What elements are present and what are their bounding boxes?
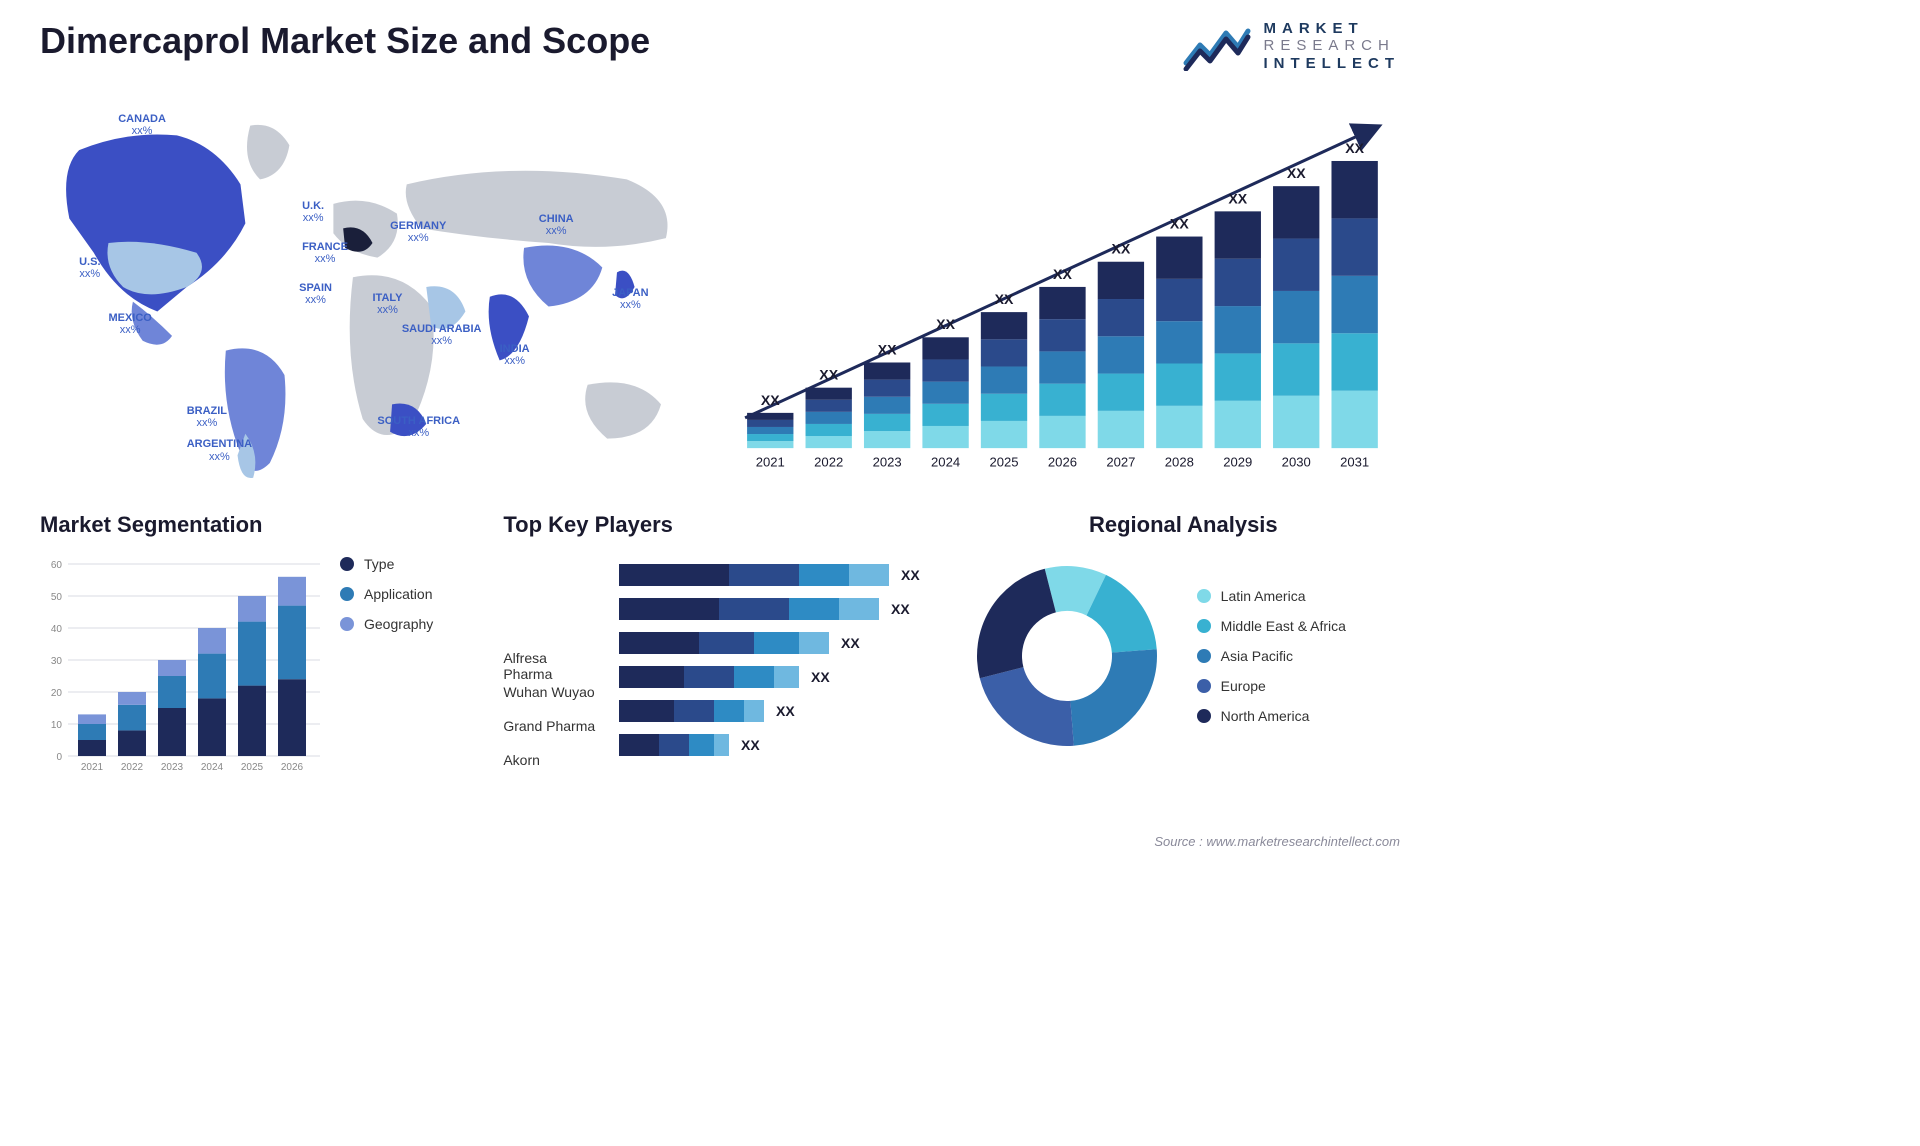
segmentation-chart: 0 10 20 30 40 50 60 2021 2022 2023 2024 2025 2026	[40, 556, 320, 776]
svg-text:2026: 2026	[1048, 454, 1077, 469]
source-text: Source : www.marketresearchintellect.com	[1154, 834, 1400, 849]
player-name: Grand Pharma	[503, 718, 599, 738]
svg-text:XX: XX	[1287, 165, 1306, 181]
svg-text:30: 30	[51, 656, 63, 667]
svg-text:2023: 2023	[873, 454, 902, 469]
svg-text:XX: XX	[741, 737, 760, 753]
map-label: SPAINxx%	[299, 282, 332, 306]
map-label: INDIAxx%	[500, 343, 530, 367]
regional-section: Regional Analysis Latin America Middle Ea…	[967, 512, 1400, 776]
player-name: Akorn	[503, 752, 599, 772]
svg-text:XX: XX	[995, 291, 1014, 307]
svg-text:XX: XX	[1345, 140, 1364, 156]
players-chart: XX XX XX XX XX XX	[619, 556, 937, 776]
legend-item: Middle East & Africa	[1197, 618, 1346, 634]
svg-text:2021: 2021	[756, 454, 785, 469]
svg-text:60: 60	[51, 560, 63, 571]
regional-title: Regional Analysis	[967, 512, 1400, 538]
map-label: SOUTH AFRICAxx%	[377, 415, 460, 439]
svg-text:XX: XX	[841, 635, 860, 651]
map-label: U.K.xx%	[302, 200, 324, 224]
players-labels: Alfresa Pharma Wuhan Wuyao Grand Pharma Ako…	[503, 556, 599, 776]
legend-item: Latin America	[1197, 588, 1346, 604]
svg-text:XX: XX	[1170, 215, 1189, 231]
players-title: Top Key Players	[503, 512, 936, 538]
svg-text:2028: 2028	[1165, 454, 1194, 469]
svg-text:2026: 2026	[281, 762, 304, 773]
svg-text:XX: XX	[761, 392, 780, 408]
svg-text:2027: 2027	[1106, 454, 1135, 469]
logo-line1: MARKET	[1264, 20, 1401, 37]
map-label: JAPANxx%	[612, 287, 648, 311]
player-name: Wuhan Wuyao	[503, 684, 599, 704]
svg-text:XX: XX	[878, 341, 897, 357]
svg-text:2022: 2022	[814, 454, 843, 469]
map-label: SAUDI ARABIAxx%	[402, 323, 482, 347]
player-name: Alfresa Pharma	[503, 650, 599, 670]
growth-chart: XX 2021 XX 2022 XX 2023 XX 2024 XX 2025 XX 2026 XX 20…	[735, 82, 1400, 492]
players-section: Top Key Players Alfresa Pharma Wuhan Wuya…	[503, 512, 936, 776]
svg-text:XX: XX	[1053, 266, 1072, 282]
svg-text:20: 20	[51, 688, 63, 699]
svg-text:XX: XX	[936, 316, 955, 332]
regional-legend: Latin America Middle East & Africa Asia Pa…	[1197, 588, 1346, 724]
legend-item: Type	[340, 556, 433, 572]
svg-text:XX: XX	[891, 601, 910, 617]
svg-text:2025: 2025	[241, 762, 264, 773]
logo-icon	[1182, 21, 1252, 71]
svg-text:XX: XX	[901, 567, 920, 583]
logo-line2: RESEARCH	[1264, 37, 1401, 54]
svg-text:2022: 2022	[121, 762, 144, 773]
page-title: Dimercaprol Market Size and Scope	[40, 20, 650, 62]
brand-logo: MARKET RESEARCH INTELLECT	[1182, 20, 1401, 72]
svg-text:2021: 2021	[81, 762, 104, 773]
legend-item: North America	[1197, 708, 1346, 724]
svg-text:XX: XX	[819, 366, 838, 382]
map-label: ARGENTINAxx%	[187, 438, 252, 462]
svg-text:XX: XX	[1228, 190, 1247, 206]
map-label: CANADAxx%	[118, 113, 166, 137]
world-map-svg	[40, 82, 705, 492]
svg-text:10: 10	[51, 720, 63, 731]
svg-text:2023: 2023	[161, 762, 184, 773]
svg-text:2025: 2025	[989, 454, 1018, 469]
map-label: BRAZILxx%	[187, 405, 227, 429]
world-map: CANADAxx% U.S.xx% MEXICOxx% BRAZILxx% ARGENT…	[40, 82, 705, 492]
svg-text:2031: 2031	[1340, 454, 1369, 469]
svg-text:2030: 2030	[1282, 454, 1311, 469]
map-label: U.S.xx%	[79, 256, 100, 280]
map-label: FRANCExx%	[302, 241, 348, 265]
regional-donut	[967, 556, 1167, 756]
legend-item: Europe	[1197, 678, 1346, 694]
svg-text:50: 50	[51, 592, 63, 603]
svg-text:2029: 2029	[1223, 454, 1252, 469]
map-label: CHINAxx%	[539, 213, 574, 237]
svg-text:XX: XX	[776, 703, 795, 719]
map-label: MEXICOxx%	[108, 312, 151, 336]
legend-item: Geography	[340, 616, 433, 632]
svg-text:XX: XX	[811, 669, 830, 685]
svg-text:0: 0	[56, 752, 62, 763]
map-label: ITALYxx%	[373, 292, 403, 316]
svg-text:40: 40	[51, 624, 63, 635]
svg-text:2024: 2024	[201, 762, 224, 773]
logo-line3: INTELLECT	[1264, 55, 1401, 72]
segmentation-legend: Type Application Geography	[340, 556, 433, 776]
segmentation-section: Market Segmentation 0 10 20 30 40 50 60 2021 202…	[40, 512, 473, 776]
svg-text:2024: 2024	[931, 454, 960, 469]
legend-item: Application	[340, 586, 433, 602]
legend-item: Asia Pacific	[1197, 648, 1346, 664]
svg-text:XX: XX	[1111, 240, 1130, 256]
map-label: GERMANYxx%	[390, 220, 446, 244]
segmentation-title: Market Segmentation	[40, 512, 473, 538]
